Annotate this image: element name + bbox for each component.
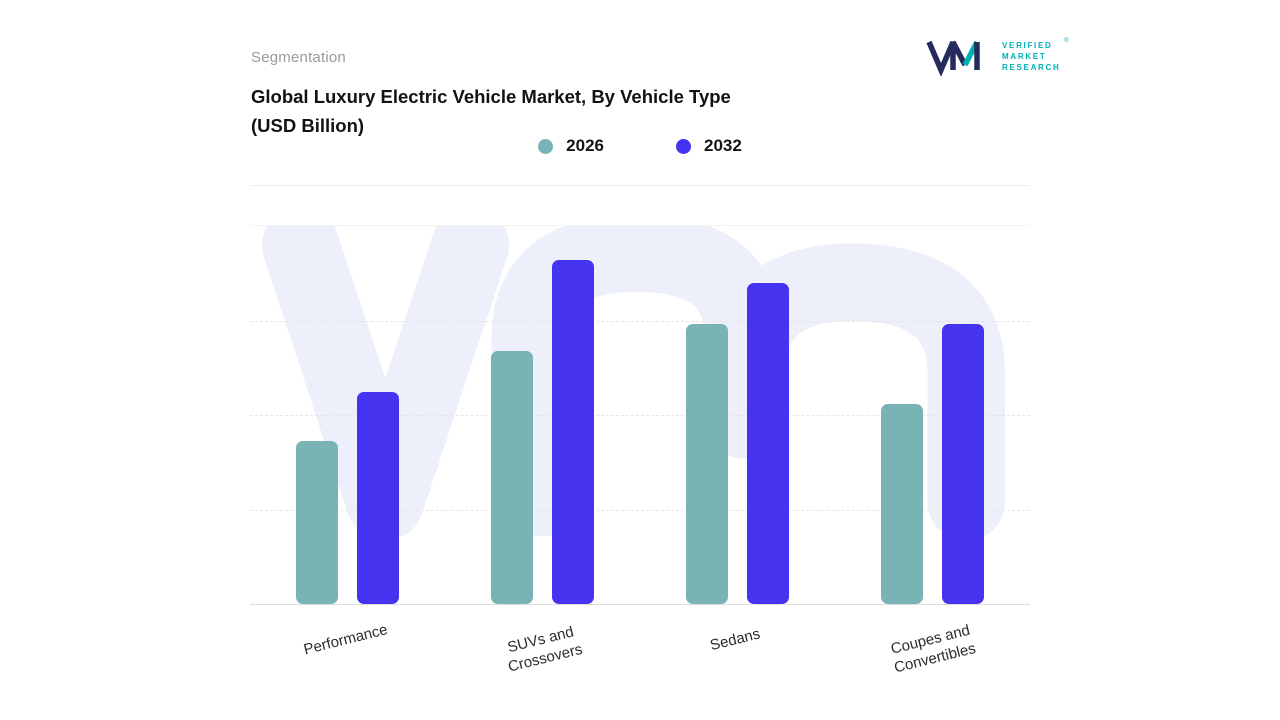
vmr-monogram-icon <box>926 40 980 76</box>
bar-2026-sedans <box>686 324 728 604</box>
bar-2032-coupes-and <box>942 324 984 604</box>
segmentation-label: Segmentation <box>251 49 346 66</box>
legend-item-2026: 2026 <box>538 136 604 156</box>
gridline <box>250 509 1030 511</box>
bar-group-suvs-and <box>445 226 640 604</box>
x-axis-label: Coupes and Convertibles <box>888 621 978 677</box>
bar-2032-performance <box>357 392 399 604</box>
legend-label: 2032 <box>704 136 742 155</box>
x-axis-label-cell: Sedans <box>640 625 835 668</box>
bar-2026-performance <box>296 441 338 604</box>
logo-line-market: MARKET <box>1002 51 1047 61</box>
x-axis-label-cell: Coupes and Convertibles <box>835 622 1030 677</box>
x-axis-labels: Performance SUVs and Crossovers Sedans Coup… <box>250 621 1030 677</box>
logo-line-verified: VERIFIED <box>1002 40 1053 50</box>
bar-group-sedans <box>640 226 835 604</box>
gridline <box>250 320 1030 322</box>
chart-legend: 2026 2032 <box>250 136 1030 156</box>
logo-line-research: RESEARCH <box>1002 62 1061 72</box>
legend-swatch-icon <box>676 138 691 154</box>
bar-groups <box>250 226 1030 604</box>
vmr-logo-text: ® VERIFIED MARKET RESEARCH <box>1002 37 1069 72</box>
x-axis-label: Performance <box>301 621 389 659</box>
x-axis-label: Sedans <box>708 625 762 655</box>
plot-area <box>250 225 1030 605</box>
bar-2026-suvs-and <box>491 350 533 604</box>
registered-mark: ® <box>1064 37 1069 44</box>
bar-2032-suvs-and <box>552 260 594 604</box>
x-axis-label-cell: SUVs and Crossovers <box>445 623 640 675</box>
legend-item-2032: 2032 <box>676 136 742 156</box>
gridline <box>250 415 1030 416</box>
vmr-logo: ® VERIFIED MARKET RESEARCH <box>926 36 1069 76</box>
bar-2032-sedans <box>747 282 789 604</box>
legend-label: 2026 <box>566 136 604 155</box>
header-divider <box>250 185 1030 186</box>
chart-title-line1: Global Luxury Electric Vehicle Market, B… <box>251 86 731 107</box>
legend-swatch-icon <box>538 138 554 154</box>
bar-group-coupes-and <box>835 226 1030 604</box>
chart-title: Global Luxury Electric Vehicle Market, B… <box>251 82 891 140</box>
bar-2026-coupes-and <box>881 403 923 604</box>
x-axis-label: SUVs and Crossovers <box>505 623 584 676</box>
bar-group-performance <box>250 226 445 604</box>
x-axis-label-cell: Performance <box>250 621 445 668</box>
chart-title-line2: (USD Billion) <box>251 115 365 136</box>
